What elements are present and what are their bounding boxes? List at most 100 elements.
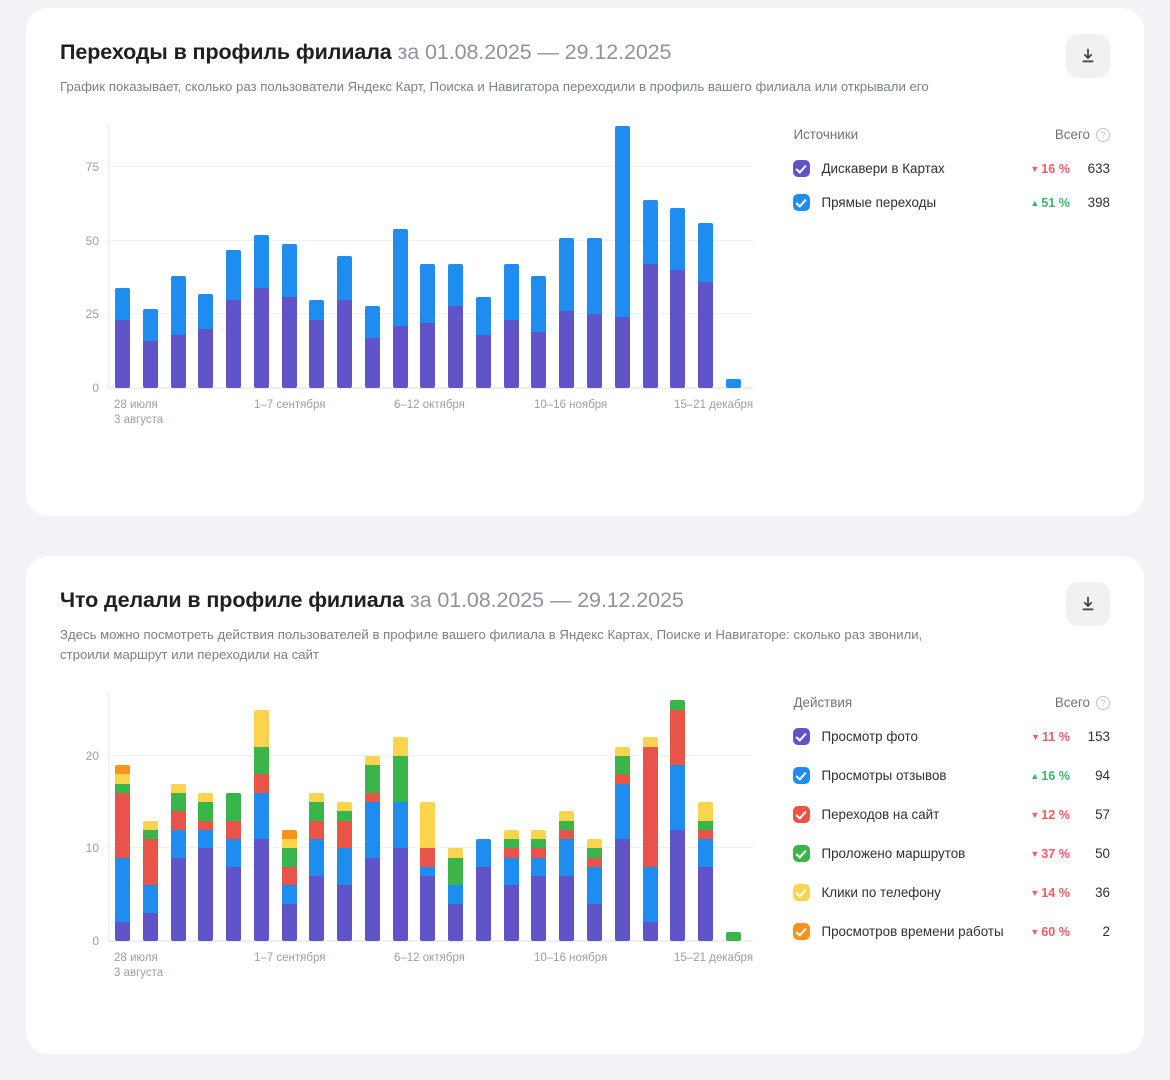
stacked-bar[interactable]: [475, 296, 491, 388]
stacked-bar[interactable]: [253, 234, 269, 388]
bar-slot[interactable]: [670, 691, 698, 941]
bar-slot[interactable]: [198, 691, 226, 941]
bar-slot[interactable]: [448, 691, 476, 941]
stacked-bar[interactable]: [281, 829, 297, 941]
stacked-bar[interactable]: [198, 792, 214, 941]
legend-item[interactable]: Проложено маршрутов ▼ 37 % 50: [793, 845, 1110, 862]
stacked-bar[interactable]: [475, 839, 491, 941]
legend-item[interactable]: Просмотр фото ▼ 11 % 153: [793, 728, 1110, 745]
bar-slot[interactable]: [309, 691, 337, 941]
bar-slot[interactable]: [587, 691, 615, 941]
bar-slot[interactable]: [226, 123, 254, 388]
bar-slot[interactable]: [420, 123, 448, 388]
bar-slot[interactable]: [587, 123, 615, 388]
legend-item[interactable]: Дискавери в Картах ▼ 16 % 633: [793, 160, 1110, 177]
stacked-bar[interactable]: [309, 792, 325, 941]
bar-slot[interactable]: [503, 123, 532, 388]
bar-slot[interactable]: [642, 123, 671, 388]
stacked-bar[interactable]: [392, 737, 408, 941]
bar-slot[interactable]: [337, 691, 365, 941]
legend-item[interactable]: Клики по телефону ▼ 14 % 36: [793, 884, 1110, 901]
legend-checkbox[interactable]: [793, 923, 811, 940]
bar-slot[interactable]: [226, 691, 254, 941]
bar-slot[interactable]: [475, 123, 504, 388]
legend-item[interactable]: Просмотры отзывов ▲ 16 % 94: [793, 767, 1110, 784]
info-icon[interactable]: ?: [1096, 127, 1110, 142]
stacked-bar[interactable]: [226, 792, 242, 941]
bar-slot[interactable]: [309, 123, 337, 388]
stacked-bar[interactable]: [698, 802, 714, 941]
stacked-bar[interactable]: [392, 229, 408, 388]
bar-slot[interactable]: [115, 691, 143, 941]
bar-slot[interactable]: [420, 691, 448, 941]
stacked-bar[interactable]: [587, 237, 603, 388]
bar-slot[interactable]: [392, 123, 421, 388]
stacked-bar[interactable]: [642, 737, 658, 941]
stacked-bar[interactable]: [198, 293, 214, 388]
bar-slot[interactable]: [725, 123, 754, 388]
stacked-bar[interactable]: [337, 255, 353, 388]
download-button-actions[interactable]: [1066, 582, 1110, 626]
legend-checkbox[interactable]: [793, 160, 811, 177]
bar-slot[interactable]: [115, 123, 143, 388]
bar-slot[interactable]: [559, 123, 587, 388]
bar-slot[interactable]: [475, 691, 504, 941]
bar-slot[interactable]: [503, 691, 532, 941]
stacked-bar[interactable]: [448, 264, 464, 388]
legend-checkbox[interactable]: [793, 845, 811, 862]
bar-slot[interactable]: [142, 691, 171, 941]
info-icon[interactable]: ?: [1096, 695, 1110, 710]
bar-slot[interactable]: [642, 691, 671, 941]
bar-slot[interactable]: [281, 123, 310, 388]
bar-slot[interactable]: [142, 123, 171, 388]
bar-slot[interactable]: [725, 691, 754, 941]
stacked-bar[interactable]: [170, 783, 186, 941]
stacked-bar[interactable]: [420, 264, 436, 388]
stacked-bar[interactable]: [115, 765, 130, 941]
stacked-bar[interactable]: [642, 199, 658, 388]
bar-slot[interactable]: [364, 123, 393, 388]
stacked-bar[interactable]: [531, 829, 547, 941]
stacked-bar[interactable]: [559, 237, 575, 388]
stacked-bar[interactable]: [364, 305, 380, 388]
stacked-bar[interactable]: [559, 811, 575, 941]
stacked-bar[interactable]: [503, 829, 519, 941]
bar-slot[interactable]: [170, 691, 199, 941]
legend-checkbox[interactable]: [793, 767, 811, 784]
stacked-bar[interactable]: [115, 287, 130, 388]
download-button-visits[interactable]: [1066, 34, 1110, 78]
stacked-bar[interactable]: [420, 802, 436, 941]
stacked-bar[interactable]: [725, 379, 741, 388]
bar-slot[interactable]: [698, 123, 726, 388]
bar-slot[interactable]: [198, 123, 226, 388]
bar-slot[interactable]: [614, 123, 643, 388]
legend-checkbox[interactable]: [793, 194, 811, 211]
bar-slot[interactable]: [253, 691, 282, 941]
legend-checkbox[interactable]: [793, 806, 811, 823]
stacked-bar[interactable]: [337, 802, 353, 941]
stacked-bar[interactable]: [170, 276, 186, 388]
bar-slot[interactable]: [281, 691, 310, 941]
bar-slot[interactable]: [531, 123, 559, 388]
stacked-bar[interactable]: [614, 125, 630, 388]
bar-slot[interactable]: [337, 123, 365, 388]
stacked-bar[interactable]: [698, 223, 714, 388]
bar-slot[interactable]: [170, 123, 199, 388]
legend-item[interactable]: Переходов на сайт ▼ 12 % 57: [793, 806, 1110, 823]
bar-slot[interactable]: [364, 691, 393, 941]
stacked-bar[interactable]: [670, 700, 686, 941]
legend-checkbox[interactable]: [793, 884, 811, 901]
stacked-bar[interactable]: [531, 276, 547, 388]
stacked-bar[interactable]: [226, 249, 242, 388]
stacked-bar[interactable]: [309, 299, 325, 388]
bar-slot[interactable]: [698, 691, 726, 941]
bar-slot[interactable]: [670, 123, 698, 388]
legend-item[interactable]: Просмотров времени работы ▼ 60 % 2: [793, 923, 1110, 940]
stacked-bar[interactable]: [142, 820, 158, 941]
stacked-bar[interactable]: [364, 755, 380, 941]
stacked-bar[interactable]: [142, 308, 158, 388]
stacked-bar[interactable]: [503, 264, 519, 388]
legend-item[interactable]: Прямые переходы ▲ 51 % 398: [793, 194, 1110, 211]
bar-slot[interactable]: [614, 691, 643, 941]
bar-slot[interactable]: [448, 123, 476, 388]
